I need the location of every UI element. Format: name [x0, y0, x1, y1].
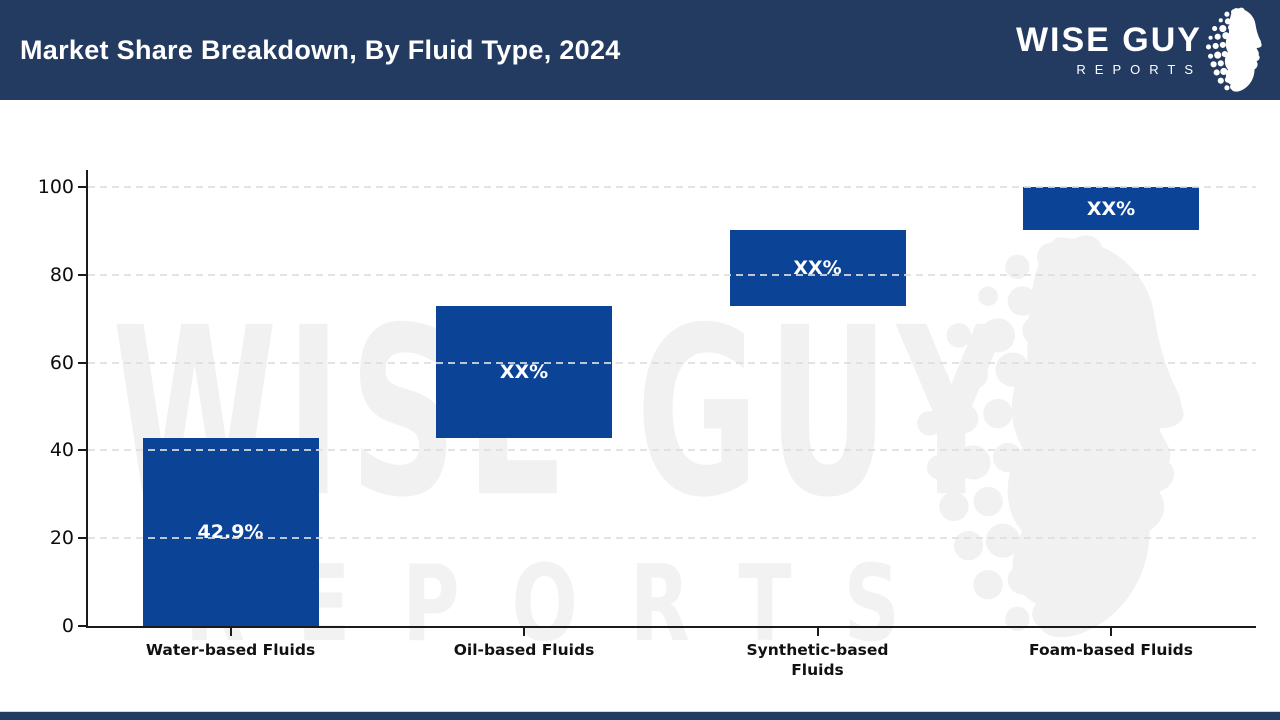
y-tick-label-0: 0: [61, 615, 74, 637]
logo-wordmark: WISE GUY REPORTS: [1016, 23, 1202, 77]
y-tick-label-80: 80: [49, 263, 74, 286]
x-category-label-4: Foam-based Fluids: [1028, 641, 1194, 659]
wise-guy-face-icon: [1205, 7, 1262, 92]
logo-wordmark-line1: WISE GUY: [1015, 21, 1202, 59]
gridline-100: [88, 186, 1256, 188]
x-tickmark-2: [523, 628, 525, 636]
y-tick-label-60: 60: [49, 351, 74, 374]
y-tickmark-100: [78, 186, 86, 188]
x-category-label-1: Water-based Fluids: [145, 641, 316, 659]
y-tickmark-80: [78, 273, 86, 276]
y-tick-label-100: 100: [37, 176, 74, 198]
bar-synthetic-based-fluids: XX%: [729, 230, 906, 306]
bar-value-label: 42.9%: [197, 520, 264, 543]
x-category-label-3: Synthetic-based Fluids: [746, 641, 889, 679]
page-title: Market Share Breakdown, By Fluid Type, 2…: [20, 34, 621, 65]
gridline-40: [88, 449, 1256, 452]
x-tickmark-4: [1110, 628, 1112, 636]
footer-bar: [0, 711, 1280, 720]
x-tickmark-1: [229, 628, 232, 636]
y-tickmark-40: [78, 449, 86, 452]
x-category-label-2: Oil-based Fluids: [453, 641, 595, 659]
wise-guy-logo: WISE GUY REPORTS: [1016, 0, 1274, 100]
x-axis-line: [86, 626, 1256, 628]
y-tick-label-40: 40: [49, 439, 74, 462]
bar-water-based-fluids: 42.9%: [142, 437, 319, 626]
gridline-60: [88, 361, 1256, 364]
y-tickmark-60: [78, 361, 86, 364]
x-tickmark-3: [816, 628, 819, 636]
bar-value-label: XX%: [793, 257, 842, 280]
bar-foam-based-fluids: XX%: [1023, 187, 1199, 231]
bar-value-label: XX%: [1086, 197, 1136, 220]
gridline-20: [88, 537, 1256, 540]
logo-wordmark-line2: REPORTS: [1076, 62, 1202, 77]
header-bar: Market Share Breakdown, By Fluid Type, 2…: [0, 0, 1280, 100]
y-tick-label-20: 20: [49, 527, 74, 550]
y-axis-line: [86, 170, 88, 628]
bar-value-label: XX%: [499, 360, 549, 383]
y-tickmark-20: [78, 537, 86, 540]
y-tickmark-0: [78, 625, 86, 627]
bar-oil-based-fluids: XX%: [436, 305, 612, 438]
gridline-80: [88, 273, 1256, 276]
